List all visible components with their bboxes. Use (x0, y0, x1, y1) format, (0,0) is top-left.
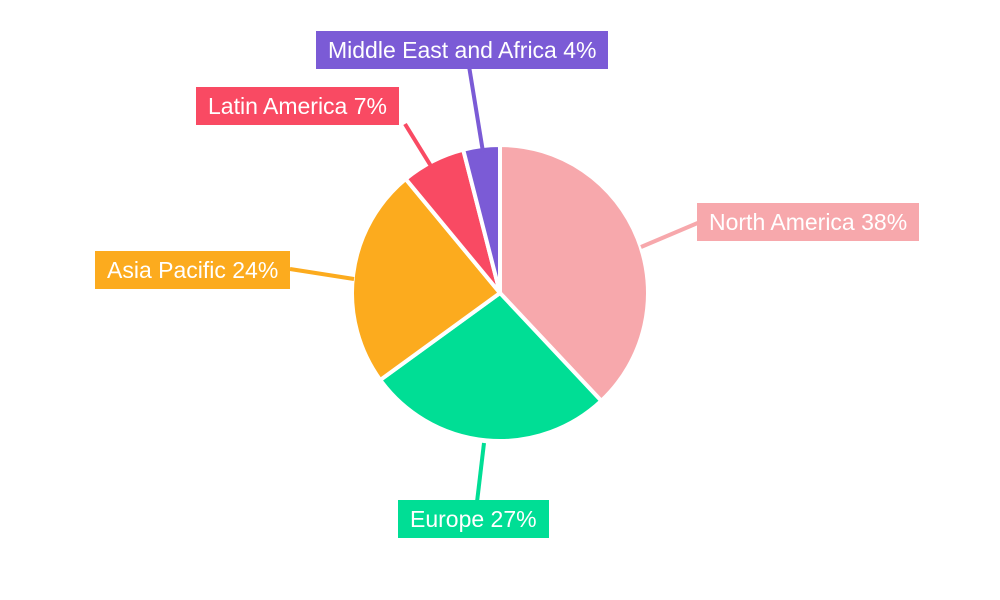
leader-line-middle-east-africa (467, 65, 485, 153)
pie-label-north-america-text: North America 38% (709, 209, 908, 235)
leader-line-latin-america (403, 122, 436, 173)
pie-label-middle-east-africa[interactable]: Middle East and Africa 4% (316, 31, 609, 69)
pie-slice-north-america[interactable] (498, 142, 650, 404)
leader-line-north-america (640, 220, 701, 249)
pie-label-north-america[interactable]: North America 38% (697, 203, 920, 241)
leader-line-europe (475, 442, 486, 503)
pie-label-europe-text: Europe 27% (410, 506, 537, 532)
pie-leader-lines (289, 65, 701, 503)
pie-label-asia-pacific-text: Asia Pacific 24% (107, 257, 279, 283)
pie-label-latin-america-text: Latin America 7% (208, 93, 387, 119)
pie-label-asia-pacific[interactable]: Asia Pacific 24% (95, 251, 291, 289)
pie-label-middle-east-africa-text: Middle East and Africa 4% (328, 37, 597, 63)
pie-label-latin-america[interactable]: Latin America 7% (196, 87, 399, 125)
pie-slice-europe[interactable] (377, 290, 605, 443)
pie-slices (350, 142, 650, 443)
pie-label-europe[interactable]: Europe 27% (398, 500, 549, 538)
pie-slice-asia-pacific[interactable] (350, 176, 503, 383)
leader-line-asia-pacific (289, 267, 355, 281)
